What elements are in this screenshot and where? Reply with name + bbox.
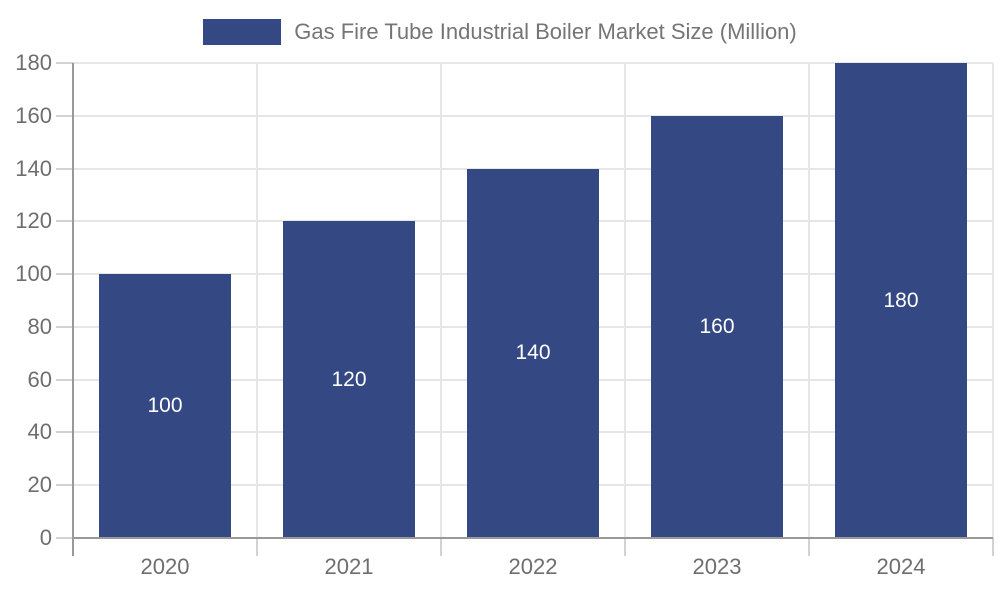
x-tick-label: 2022	[508, 554, 558, 579]
y-axis-line	[72, 63, 74, 556]
legend-swatch	[203, 19, 282, 45]
y-tick	[56, 114, 73, 117]
h-gridline	[73, 114, 993, 117]
bar[interactable]: 140	[467, 168, 599, 538]
bar[interactable]: 180	[835, 63, 967, 538]
y-tick	[56, 431, 73, 434]
y-tick	[56, 273, 73, 276]
v-gridline	[440, 63, 442, 538]
y-tick-label: 120	[15, 208, 52, 234]
bar-value-label: 180	[883, 288, 919, 312]
legend-label: Gas Fire Tube Industrial Boiler Market S…	[294, 19, 797, 44]
y-tick	[56, 378, 73, 381]
bar[interactable]: 160	[651, 115, 783, 538]
y-tick-label: 20	[27, 472, 52, 498]
x-tick-label: 2023	[692, 554, 742, 579]
legend-item[interactable]: Gas Fire Tube Industrial Boiler Market S…	[0, 16, 1000, 48]
y-tick-label: 0	[39, 525, 52, 550]
x-tick-label: 2021	[324, 554, 374, 579]
y-tick-label: 80	[27, 313, 52, 339]
h-gridline	[73, 62, 993, 64]
y-tick-label: 160	[15, 102, 52, 128]
x-tick	[624, 538, 626, 556]
y-tick	[56, 484, 73, 487]
v-gridline	[624, 63, 626, 538]
y-tick	[56, 537, 73, 539]
v-gridline	[256, 63, 258, 538]
bar[interactable]: 100	[99, 274, 231, 538]
x-tick	[256, 538, 258, 556]
bar-value-label: 100	[147, 394, 183, 418]
x-tick	[808, 538, 810, 556]
v-gridline	[992, 63, 994, 538]
plot-area: 100 120 140 160 180	[73, 62, 994, 538]
y-tick	[56, 62, 73, 64]
x-tick	[992, 538, 994, 556]
h-gridline	[73, 167, 993, 170]
bar-value-label: 140	[515, 341, 551, 365]
bar-value-label: 120	[331, 367, 367, 391]
y-tick-label: 140	[15, 155, 52, 181]
x-tick	[440, 538, 442, 556]
y-tick-label: 100	[15, 261, 52, 287]
bar[interactable]: 120	[283, 221, 415, 538]
y-tick	[56, 220, 73, 223]
y-tick-label: 60	[27, 366, 52, 392]
x-tick-label: 2024	[876, 554, 926, 579]
y-tick-label: 180	[15, 50, 52, 75]
x-axis-line	[72, 537, 993, 539]
bar-value-label: 160	[699, 314, 735, 338]
y-tick	[56, 167, 73, 170]
y-tick	[56, 325, 73, 328]
x-tick-label: 2020	[140, 554, 190, 579]
v-gridline	[808, 63, 810, 538]
y-tick-label: 40	[27, 419, 52, 445]
